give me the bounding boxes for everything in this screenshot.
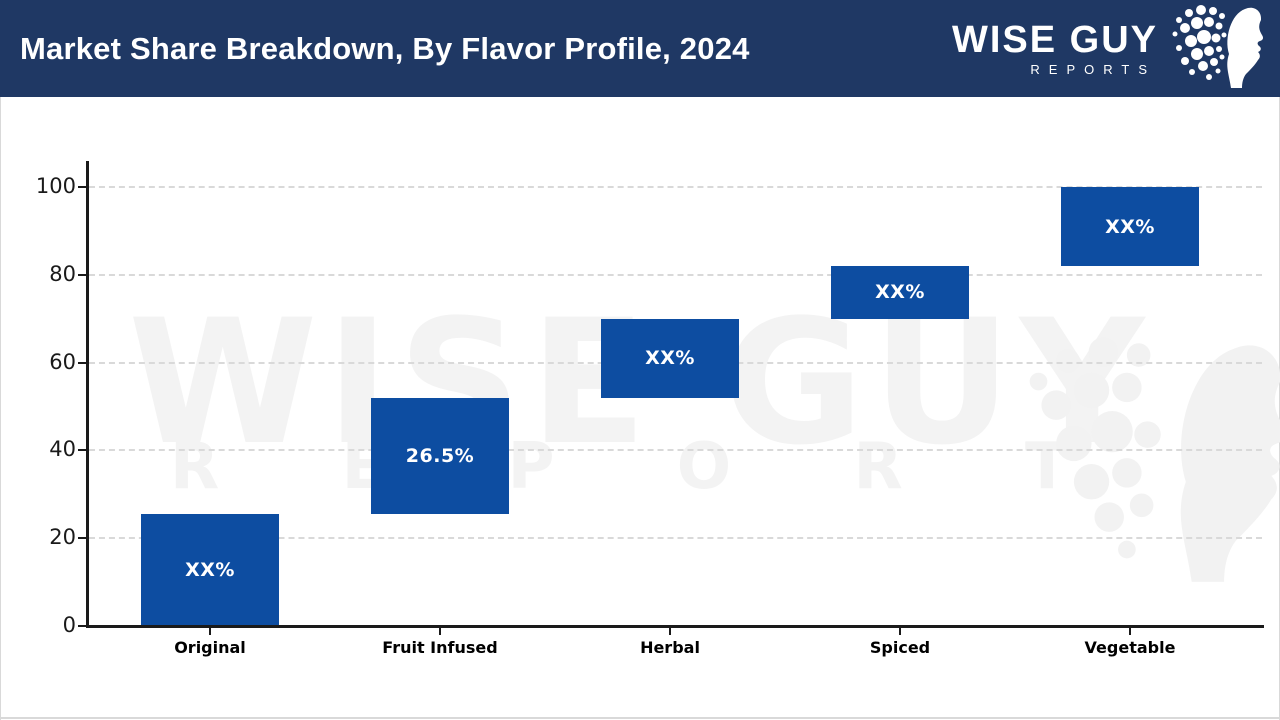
bar-value-label: XX% — [875, 281, 925, 304]
x-axis-tick — [899, 628, 901, 635]
y-axis-tick-label: 0 — [62, 613, 76, 637]
bar-value-label: XX% — [645, 347, 695, 370]
x-axis-tick — [669, 628, 671, 635]
y-axis-tick-label: 80 — [49, 261, 76, 286]
page-title: Market Share Breakdown, By Flavor Profil… — [20, 30, 750, 66]
bar-herbal: XX% — [601, 318, 739, 398]
y-axis-tick — [78, 537, 87, 540]
logo-subtitle: REPORTS — [1030, 62, 1156, 77]
gridline — [89, 537, 1262, 540]
bar-value-label: XX% — [1105, 215, 1155, 238]
logo-wordmark: WISE GUY — [951, 19, 1158, 61]
x-axis-line — [86, 625, 1264, 628]
bar-vegetable: XX% — [1061, 187, 1199, 267]
gridline — [89, 186, 1262, 188]
y-axis-tick — [78, 186, 87, 188]
y-axis-tick — [78, 273, 87, 276]
bar-spiced: XX% — [831, 266, 969, 319]
bar-original: XX% — [141, 514, 279, 626]
y-axis-line — [86, 161, 89, 628]
y-axis-tick-label: 100 — [35, 174, 76, 198]
x-axis-tick-label: Herbal — [640, 638, 700, 657]
logo-text: WISE GUY REPORTS — [952, 21, 1158, 77]
header-banner: Market Share Breakdown, By Flavor Profil… — [0, 0, 1280, 97]
chart-plot: WISE GUY R E P O R T S 0 20 40 60 80 100 XX% Or… — [0, 97, 1280, 720]
watermark-head-icon — [1029, 337, 1280, 582]
x-axis-tick — [209, 628, 211, 635]
y-axis-tick-label: 40 — [49, 437, 76, 462]
bar-value-label: XX% — [185, 559, 235, 582]
bar-value-label: 26.5% — [405, 444, 475, 467]
bottom-border — [0, 717, 1280, 719]
gridline — [89, 273, 1262, 276]
y-axis-tick — [78, 449, 87, 452]
x-axis-tick-label: Spiced — [869, 638, 931, 657]
bar-fruit-infused: 26.5% — [371, 397, 509, 515]
wise-guy-logo: WISE GUY REPORTS — [952, 4, 1270, 94]
y-axis-tick-label: 60 — [49, 349, 76, 374]
x-axis-tick — [439, 628, 441, 635]
y-axis-tick — [78, 625, 87, 627]
x-axis-tick-label: Vegetable — [1084, 638, 1176, 657]
x-axis-tick-label: Fruit Infused — [382, 638, 498, 657]
x-axis-tick — [1129, 628, 1131, 635]
y-axis-tick-label: 20 — [49, 525, 76, 550]
gridline — [89, 449, 1262, 452]
x-axis-tick-label: Original — [174, 638, 246, 657]
y-axis-tick — [78, 361, 87, 364]
logo-head-icon — [1172, 5, 1264, 88]
